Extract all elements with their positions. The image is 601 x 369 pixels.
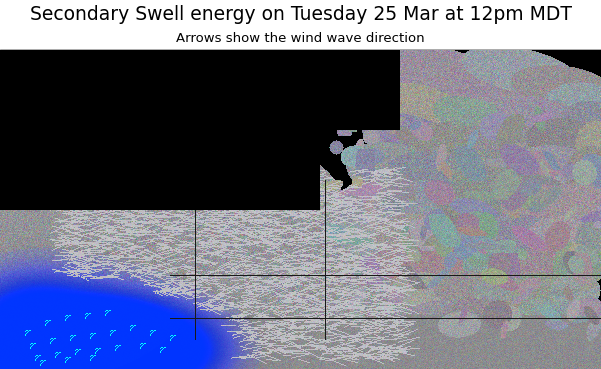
Text: Secondary Swell energy on Tuesday 25 Mar at 12pm MDT: Secondary Swell energy on Tuesday 25 Mar…: [29, 6, 572, 24]
Text: Arrows show the wind wave direction: Arrows show the wind wave direction: [176, 32, 425, 45]
